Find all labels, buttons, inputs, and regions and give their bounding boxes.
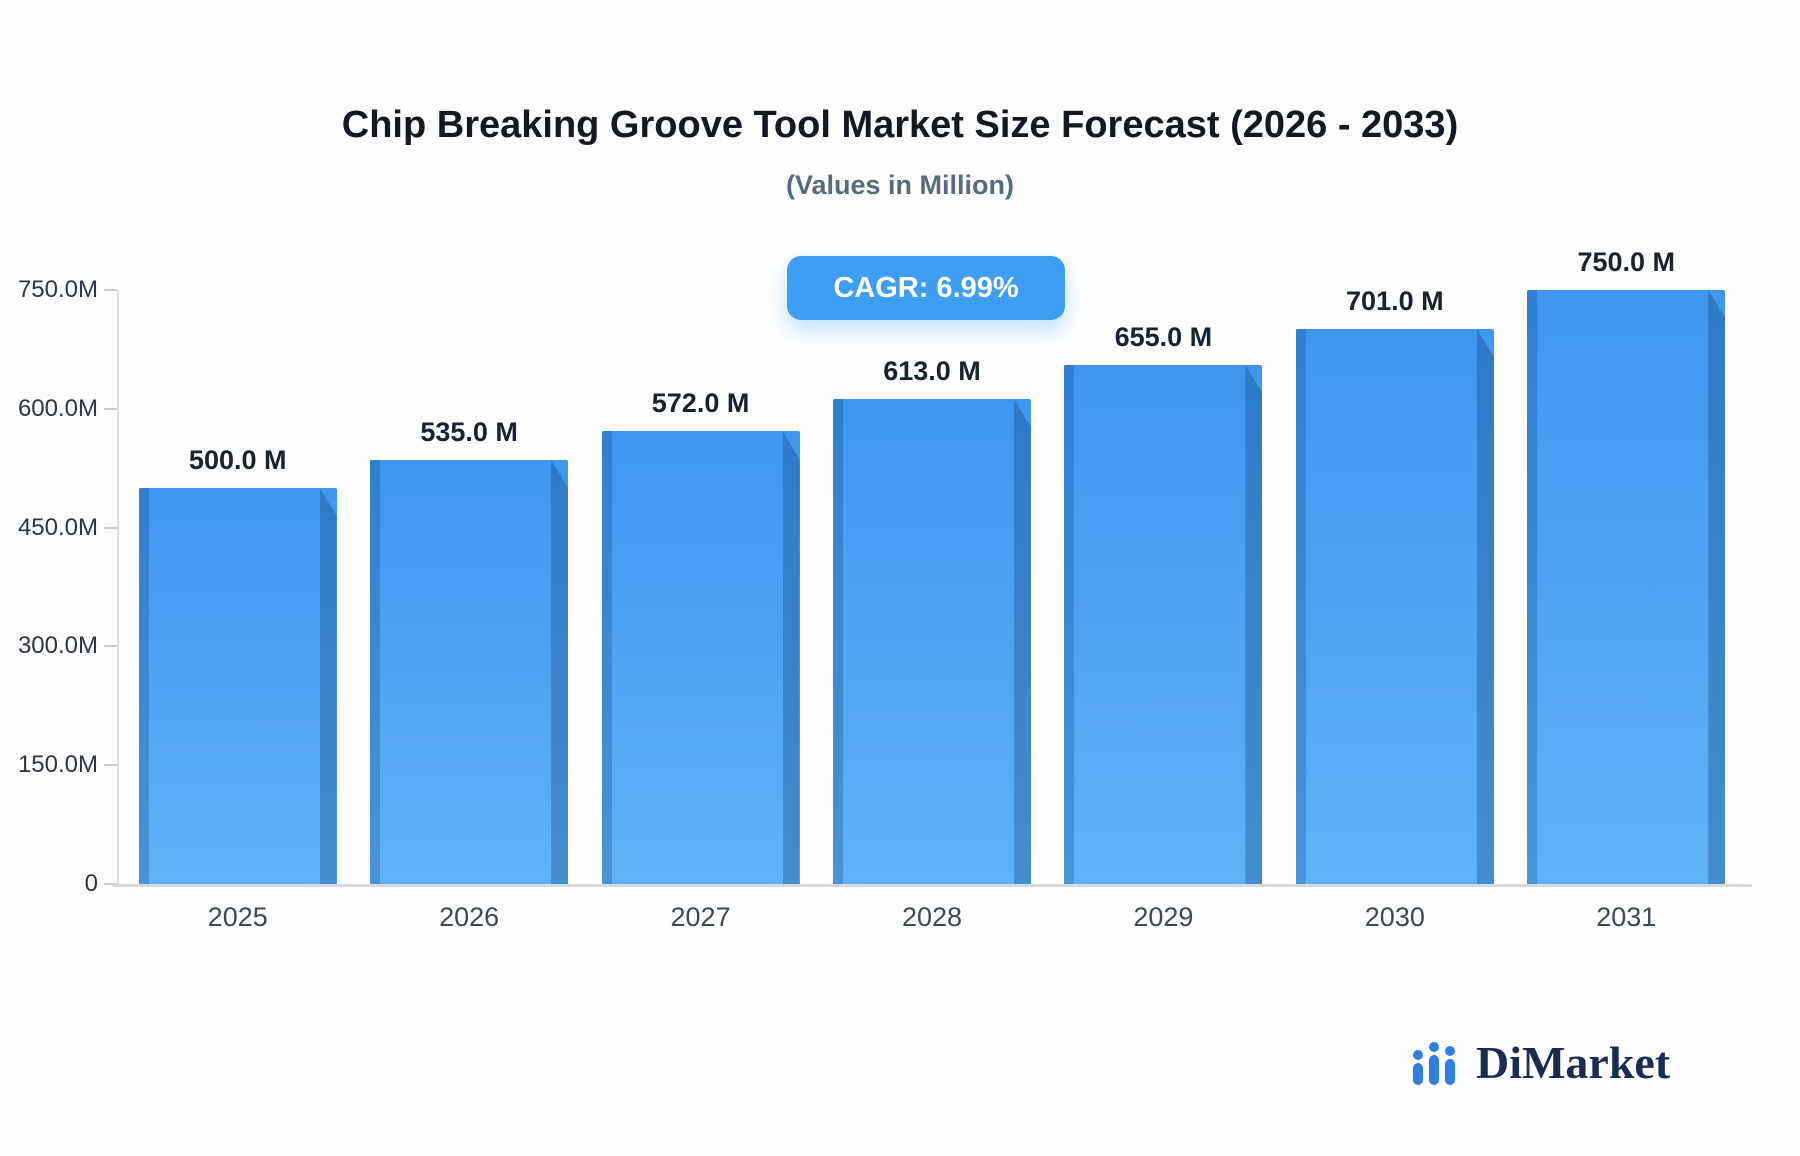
bar-slot-2031: 750.0 M xyxy=(1511,247,1742,884)
bar-value-label: 750.0 M xyxy=(1577,247,1676,277)
y-tick-mark xyxy=(104,645,117,648)
bar-2028 xyxy=(832,399,1031,884)
x-axis-label-2031: 2031 xyxy=(1596,902,1657,932)
bar-2027 xyxy=(601,431,800,884)
y-tick-mark xyxy=(104,526,117,529)
bar-slot-2028: 613.0 M xyxy=(816,290,1047,884)
bar-slot-2029: 655.0 M xyxy=(1048,290,1279,884)
y-tick-mark xyxy=(104,764,117,767)
bar-value-label: 701.0 M xyxy=(1346,286,1444,316)
y-tick-label: 450.0M xyxy=(17,513,98,541)
y-tick-mark xyxy=(104,407,117,410)
bar-2029 xyxy=(1064,365,1263,884)
y-tick-label: 300.0M xyxy=(17,632,98,660)
chart-title: Chip Breaking Groove Tool Market Size Fo… xyxy=(341,104,1459,146)
y-tick-label: 0 xyxy=(84,870,98,897)
cagr-badge-label: CAGR: 6.99% xyxy=(833,271,1019,304)
bar-slot-2025: 500.0 M xyxy=(122,290,353,884)
logo-text: DiMarket xyxy=(1476,1037,1671,1088)
bar-2031 xyxy=(1527,290,1726,884)
plot-area: 500.0 M 535.0 M 572.0 M 613.0 M 655.0 M 701.0… xyxy=(122,247,1742,884)
x-axis-line xyxy=(112,884,1752,887)
x-axis: 2025 2026 2027 2028 2029 2030 2031 xyxy=(122,902,1742,933)
bar-slot-2026: 535.0 M xyxy=(353,290,584,884)
bar-value-label: 500.0 M xyxy=(188,445,287,475)
bar-chart-icon xyxy=(1413,1042,1455,1085)
x-axis-label-2025: 2025 xyxy=(207,902,268,932)
bar-value-label: 572.0 M xyxy=(651,388,750,418)
y-tick-mark xyxy=(104,289,117,291)
chart-subtitle: (Values in Million) xyxy=(785,170,1015,200)
bar-value-label: 535.0 M xyxy=(420,417,518,447)
y-axis-line xyxy=(117,290,119,886)
bar-2030 xyxy=(1295,329,1494,884)
bar-value-label: 655.0 M xyxy=(1114,322,1213,352)
y-tick-label: 600.0M xyxy=(17,394,98,422)
y-tick-label: 150.0M xyxy=(17,751,98,779)
x-axis-label-2028: 2028 xyxy=(901,902,963,932)
y-tick-label: 750.0M xyxy=(17,276,98,303)
x-axis-label-2029: 2029 xyxy=(1133,902,1194,932)
dimarket-logo: DiMarket xyxy=(1410,1036,1670,1086)
x-axis-label-2026: 2026 xyxy=(439,902,500,932)
x-axis-label-2030: 2030 xyxy=(1364,902,1425,932)
bar-slot-2030: 701.0 M xyxy=(1279,286,1510,884)
bar-2026 xyxy=(370,460,569,884)
cagr-badge: CAGR: 6.99% xyxy=(787,256,1065,320)
bar-slot-2027: 572.0 M xyxy=(585,290,816,884)
bar-value-label: 613.0 M xyxy=(883,356,981,386)
x-axis-label-2027: 2027 xyxy=(670,902,731,932)
bar-2025 xyxy=(138,488,337,884)
